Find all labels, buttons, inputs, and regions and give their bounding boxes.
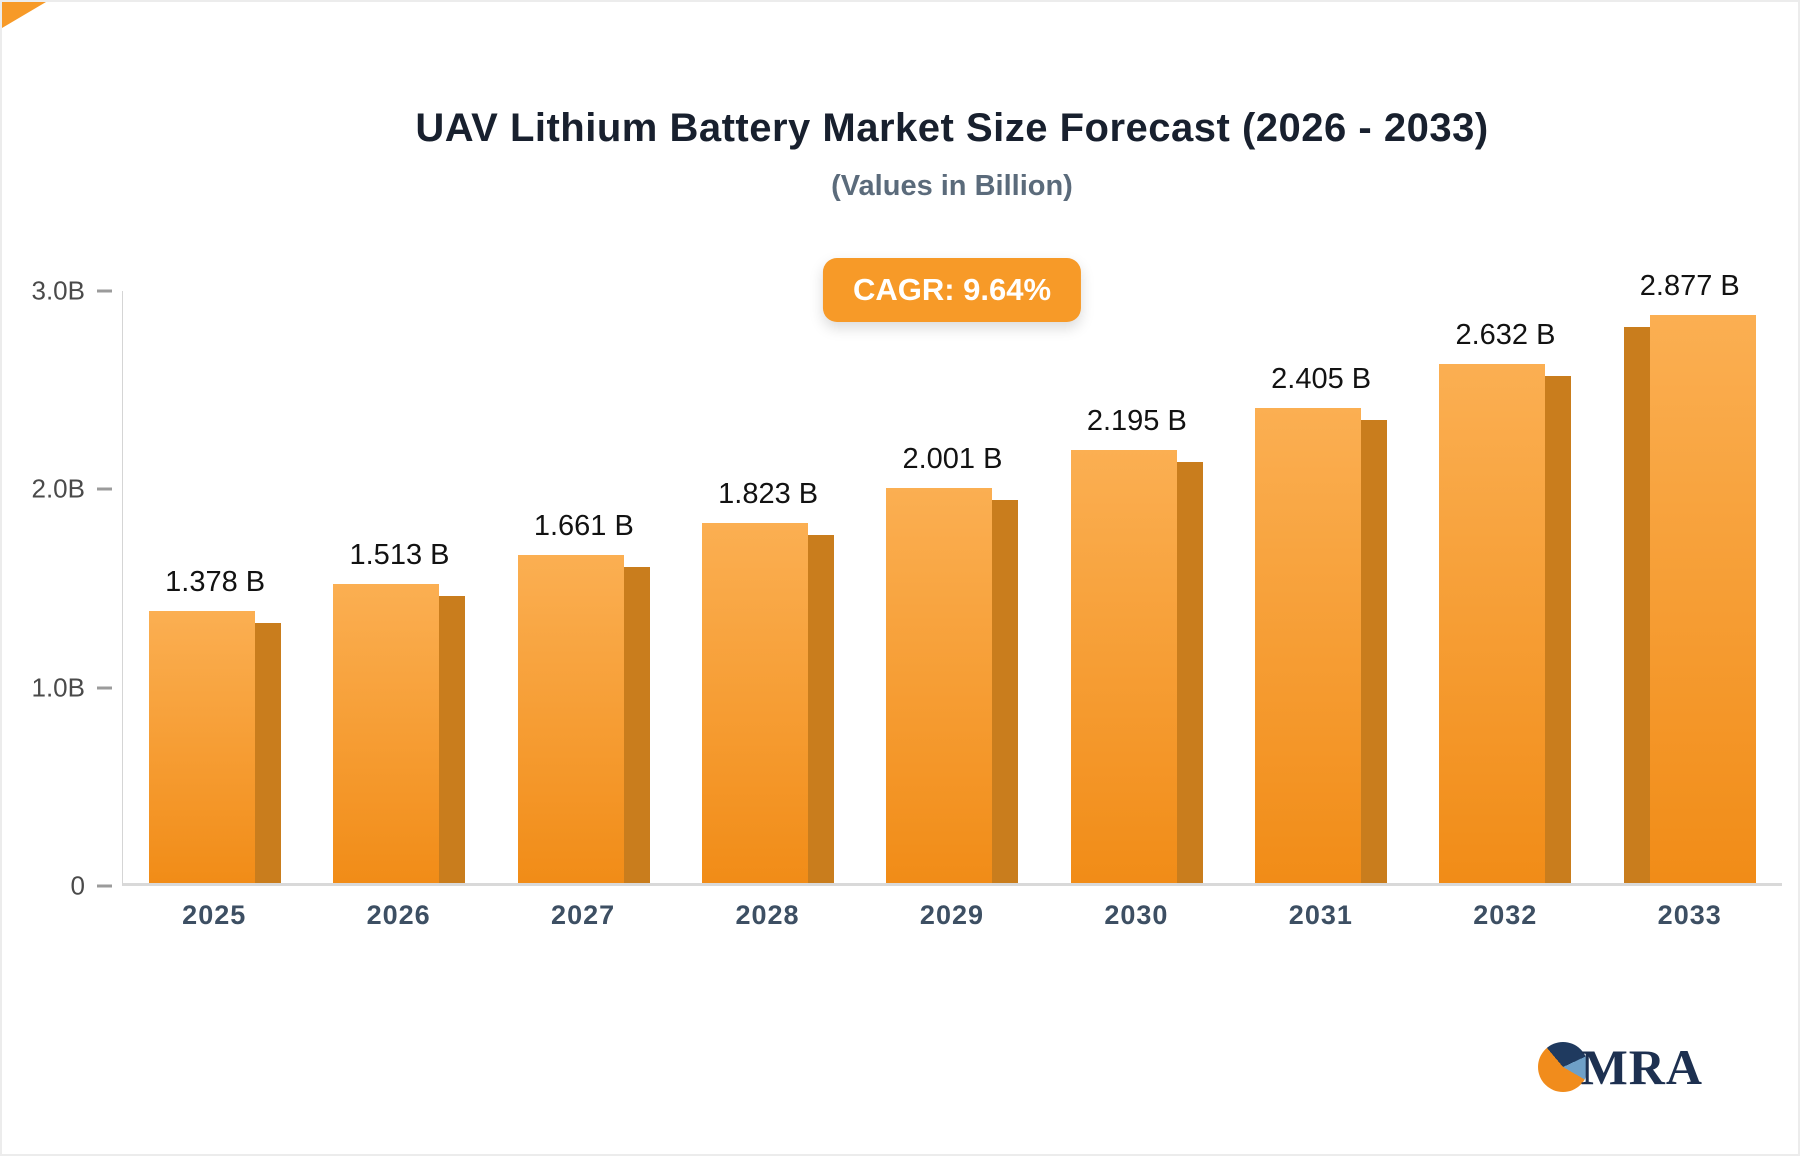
bar-face	[149, 611, 256, 883]
y-axis-tick-mark	[97, 289, 112, 293]
bar-2027	[517, 555, 650, 883]
bar-side-shade	[992, 500, 1019, 883]
y-axis-tick-label: 2.0B	[31, 473, 86, 504]
bar-2031	[1255, 408, 1388, 883]
x-axis-label-2027: 2027	[551, 900, 616, 930]
bar-face	[1649, 315, 1756, 883]
bar-slot: 1.378 B	[123, 291, 307, 883]
bar-face	[1070, 449, 1177, 883]
bar-slot: 1.661 B	[492, 291, 676, 883]
bar-face	[1439, 363, 1546, 883]
bar-2028	[702, 523, 835, 883]
bar-value-label: 1.661 B	[533, 510, 634, 543]
bar-side-shade	[1623, 327, 1650, 883]
bar-value-label: 1.823 B	[718, 478, 819, 511]
bar-side-shade	[1176, 461, 1203, 883]
x-axis-label-2030: 2030	[1104, 900, 1169, 930]
bar-slot: 2.001 B	[860, 291, 1044, 883]
bar-value-label: 2.405 B	[1271, 363, 1372, 396]
corner-accent-shape	[2, 2, 46, 28]
bar-slot: 2.632 B	[1413, 291, 1597, 883]
bar-value-label: 1.513 B	[349, 539, 450, 572]
bar-side-shade	[1361, 420, 1388, 883]
bar-2026	[333, 584, 466, 883]
bar-face	[333, 584, 440, 883]
y-axis-tick-mark	[97, 686, 112, 690]
bar-side-shade	[439, 596, 466, 883]
bar-slot: 2.195 B	[1045, 291, 1229, 883]
y-axis-tick-1.0B: 1.0B	[2, 672, 120, 703]
bar-2025	[149, 611, 282, 883]
bar-value-label: 2.001 B	[902, 443, 1003, 476]
bar-face	[1255, 408, 1362, 883]
x-axis-label-2029: 2029	[919, 900, 984, 930]
y-axis-tick-3.0B: 3.0B	[2, 276, 120, 307]
plot-area: 1.378 B 1.513 B 1.661 B 1.823 B 2.001 B 2.195…	[122, 270, 1782, 886]
bar-value-label: 2.195 B	[1086, 404, 1187, 437]
bar-side-shade	[1545, 375, 1572, 883]
y-axis-tick-mark	[97, 487, 112, 491]
bar-slot: 1.513 B	[307, 291, 491, 883]
x-axis: 2025 2026 2027 2028 2029 2030 2031 2032 2033	[122, 900, 1782, 931]
chart-subtitle: (Values in Billion)	[831, 170, 1073, 202]
x-axis-label-2031: 2031	[1288, 900, 1353, 930]
chart-title: UAV Lithium Battery Market Size Forecast…	[415, 106, 1489, 150]
bar-face	[702, 523, 809, 883]
bar-2033	[1623, 315, 1756, 883]
y-axis-tick-mark	[97, 884, 112, 888]
bar-value-label: 1.378 B	[165, 566, 266, 599]
y-axis: 3.0B 2.0B 1.0B 0	[2, 276, 120, 901]
brand-pie-icon	[1537, 1042, 1588, 1092]
y-axis-tick-0: 0	[2, 871, 120, 902]
bar-slot: 2.877 B	[1598, 270, 1782, 883]
bar-side-shade	[255, 623, 282, 883]
bar-slot: 2.405 B	[1229, 291, 1413, 883]
y-axis-tick-label: 1.0B	[31, 672, 86, 703]
cagr-badge: CAGR: 9.64%	[822, 258, 1082, 322]
x-axis-label-2028: 2028	[735, 900, 800, 930]
bar-side-shade	[808, 535, 835, 883]
bar-side-shade	[623, 567, 650, 883]
bar-face	[517, 555, 624, 883]
bar-value-label: 2.632 B	[1455, 318, 1556, 351]
bar-value-label: 2.877 B	[1639, 270, 1740, 303]
bar-2030	[1070, 449, 1203, 883]
y-axis-tick-label: 0	[70, 870, 85, 901]
x-axis-label-2032: 2032	[1473, 900, 1538, 930]
bar-2029	[886, 488, 1019, 883]
y-axis-tick-label: 3.0B	[31, 275, 86, 306]
bar-face	[886, 488, 993, 883]
x-axis-label-2026: 2026	[366, 900, 431, 930]
x-axis-label-2033: 2033	[1657, 900, 1722, 930]
x-axis-label-2025: 2025	[182, 900, 247, 930]
y-axis-tick-2.0B: 2.0B	[2, 474, 120, 505]
brand-logo: MRA	[1537, 1038, 1703, 1096]
bar-2032	[1439, 363, 1572, 883]
brand-logo-text: MRA	[1580, 1039, 1703, 1095]
bar-slot: 1.823 B	[676, 291, 860, 883]
